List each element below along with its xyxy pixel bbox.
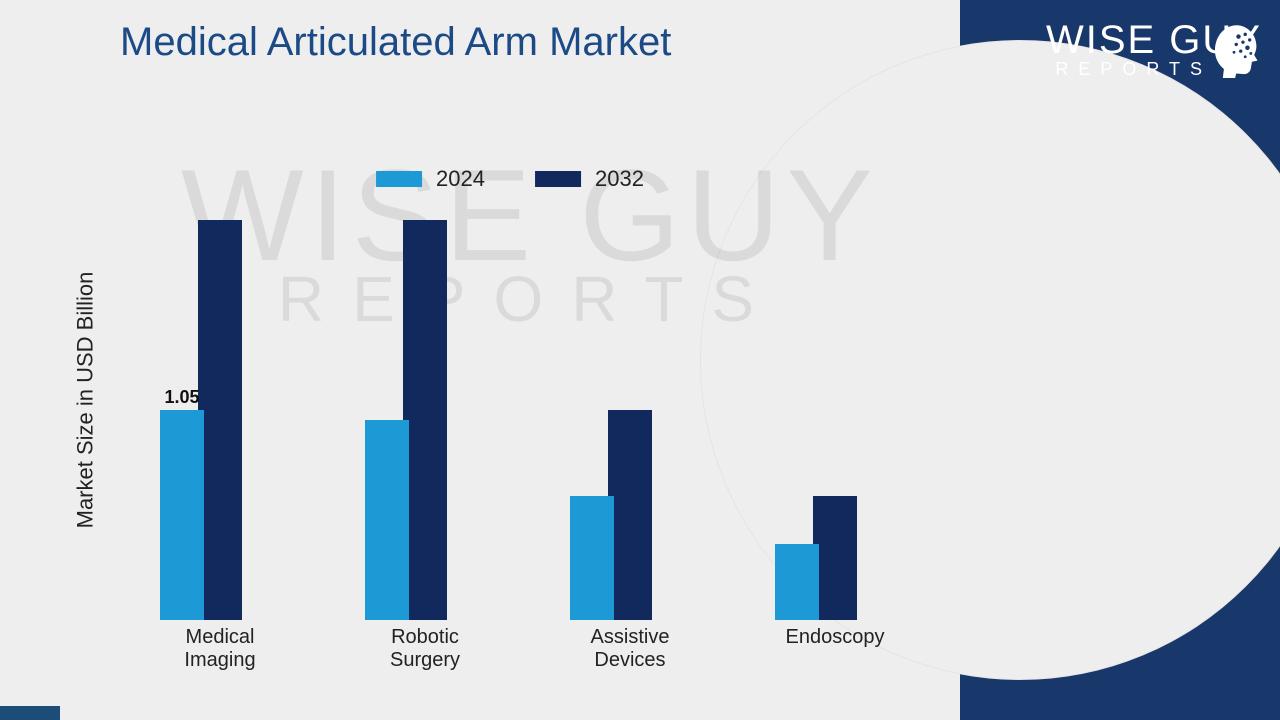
- legend-swatch-2032: [535, 171, 581, 187]
- chart-area: Market Size in USD Billion 2024 2032 1.0…: [60, 120, 960, 680]
- legend-label-2024: 2024: [436, 166, 485, 192]
- brand-head-icon: [1206, 22, 1262, 78]
- bar-2024: [775, 544, 819, 620]
- legend-item-2024: 2024: [376, 166, 485, 192]
- page: WISE GUY REPORTS Medical Articulated Arm…: [0, 0, 1280, 720]
- legend-label-2032: 2032: [595, 166, 644, 192]
- bar-value-label: 1.05: [160, 387, 204, 408]
- bar-2032: [198, 220, 242, 620]
- bar-2032: [813, 496, 857, 620]
- plot-region: 1.05Medical ImagingRobotic SurgeryAssist…: [150, 200, 960, 620]
- x-tick-label: Medical Imaging: [184, 626, 255, 672]
- bar-2032: [403, 220, 447, 620]
- bar-2024: [570, 496, 614, 620]
- chart-title: Medical Articulated Arm Market: [120, 20, 671, 65]
- brand-logo: WISE GUY REPORTS: [982, 18, 1262, 80]
- legend: 2024 2032: [376, 166, 644, 192]
- bar-2024: [365, 420, 409, 620]
- bar-2032: [608, 410, 652, 620]
- x-tick-label: Robotic Surgery: [390, 626, 460, 672]
- x-tick-label: Assistive Devices: [591, 626, 670, 672]
- legend-swatch-2024: [376, 171, 422, 187]
- bar-2024: 1.05: [160, 410, 204, 620]
- x-tick-label: Endoscopy: [786, 626, 885, 649]
- y-axis-label: Market Size in USD Billion: [73, 272, 99, 529]
- legend-item-2032: 2032: [535, 166, 644, 192]
- footer-accent: [0, 706, 60, 720]
